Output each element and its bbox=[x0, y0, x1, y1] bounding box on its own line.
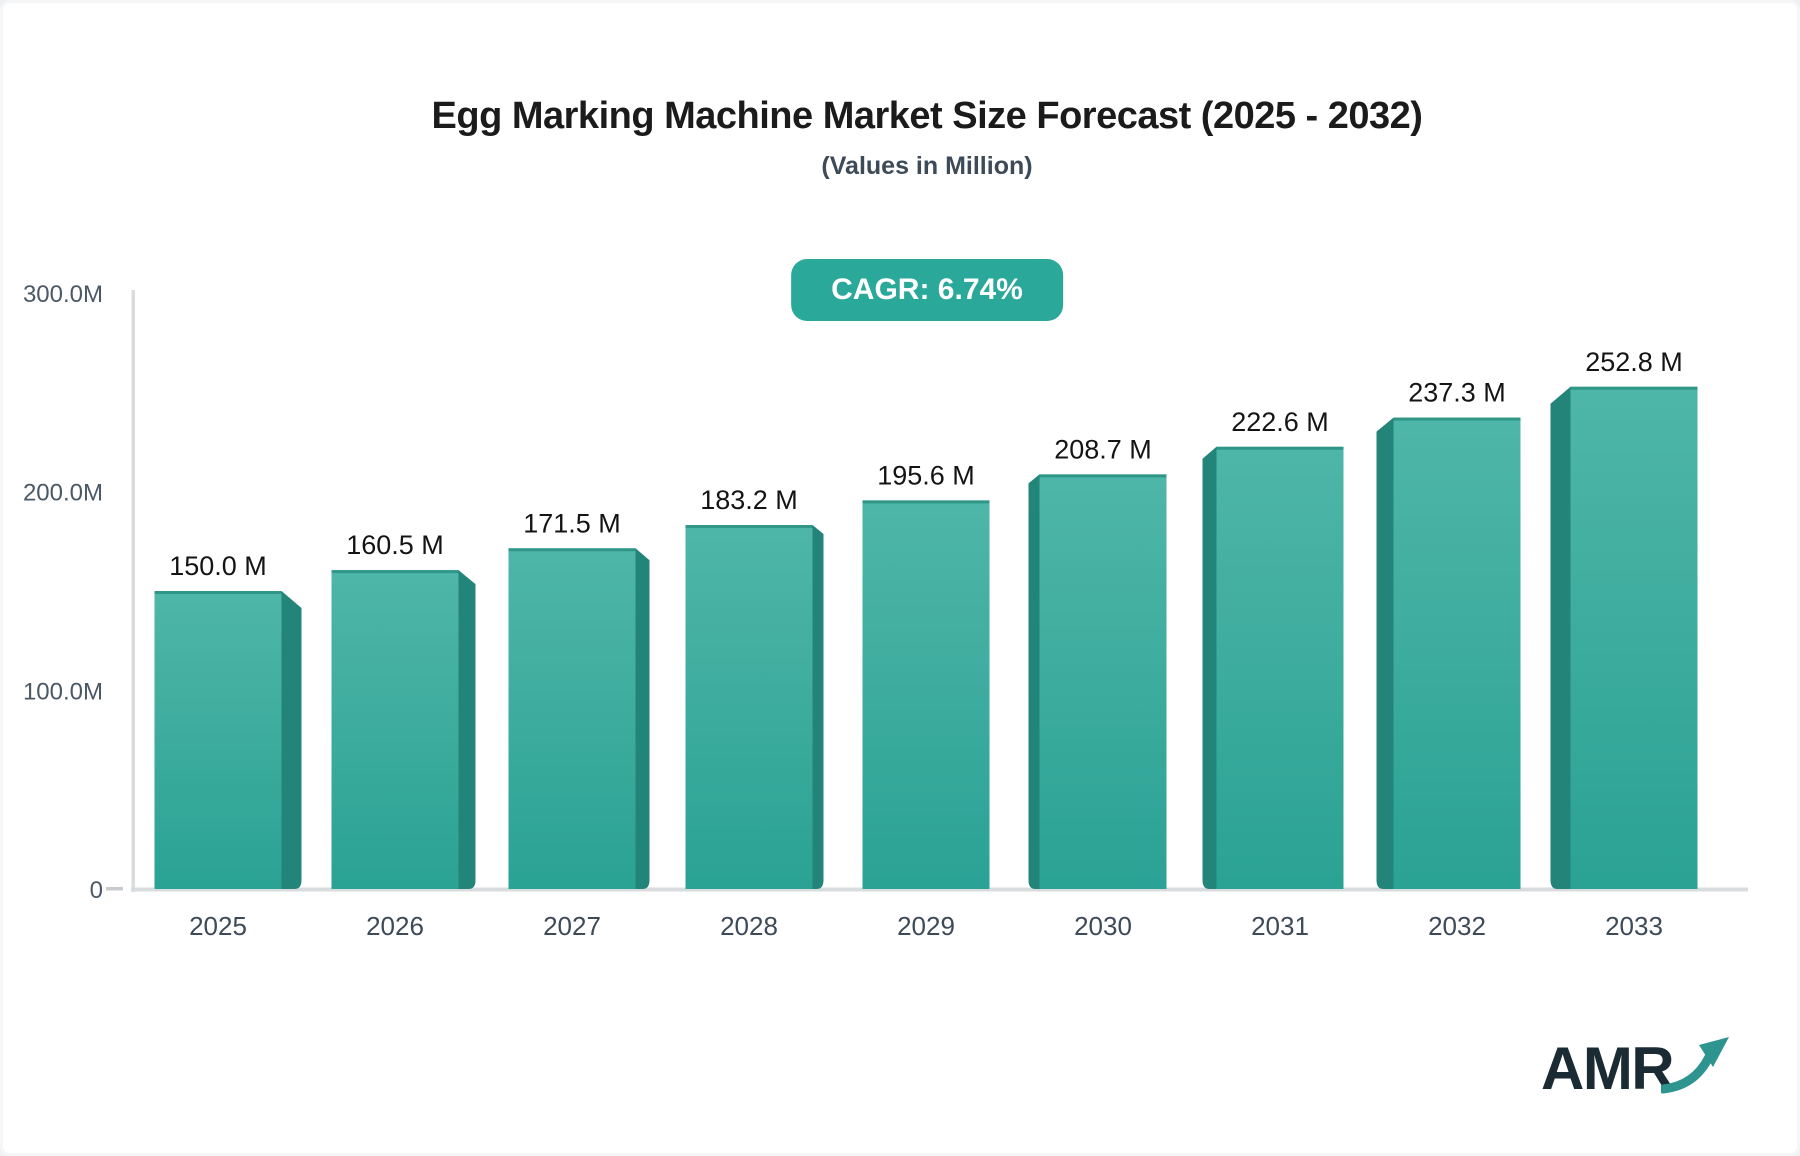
x-axis-label-2033: 2033 bbox=[1605, 911, 1663, 941]
bar-top-edge-2025 bbox=[154, 591, 282, 594]
bar-2032 bbox=[1393, 417, 1521, 889]
bar-value-label: 195.6 M bbox=[877, 460, 975, 490]
bar-2025 bbox=[154, 591, 282, 889]
bar-side-2026 bbox=[458, 570, 476, 889]
x-axis-label-2032: 2032 bbox=[1428, 911, 1486, 941]
bar-top-edge-2028 bbox=[685, 525, 813, 529]
x-axis-line bbox=[131, 887, 1748, 892]
bar-top-edge-2026 bbox=[331, 570, 459, 574]
bar-side-2033 bbox=[1550, 386, 1571, 889]
bar-value-label: 222.6 M bbox=[1231, 407, 1329, 437]
bar-top-edge-2027 bbox=[508, 548, 636, 552]
bar-top-edge-2032 bbox=[1393, 417, 1521, 421]
bar-2030 bbox=[1039, 474, 1167, 889]
bar-2031 bbox=[1216, 446, 1344, 889]
bar-top-edge-2030 bbox=[1039, 474, 1167, 478]
cagr-badge: CAGR: 6.74% bbox=[791, 259, 1063, 321]
cagr-badge-label: CAGR: 6.74% bbox=[831, 273, 1023, 306]
bar-value-label: 160.5 M bbox=[346, 530, 444, 560]
bar-side-2028 bbox=[812, 525, 824, 889]
y-axis-tick-label: 100.0M bbox=[23, 678, 103, 705]
bar-side-2027 bbox=[635, 548, 650, 889]
bar-value-label: 150.0 M bbox=[169, 551, 267, 581]
x-axis-label-2027: 2027 bbox=[543, 911, 601, 941]
growth-arrow-icon bbox=[1661, 1037, 1730, 1094]
bar-2033 bbox=[1570, 386, 1698, 889]
y-axis-tick-label: 200.0M bbox=[23, 480, 103, 507]
x-axis-label-2026: 2026 bbox=[366, 911, 424, 941]
bar-value-label: 252.8 M bbox=[1585, 347, 1683, 377]
bar-top-edge-2029 bbox=[862, 500, 990, 504]
bar-value-label: 183.2 M bbox=[700, 485, 798, 515]
x-axis-label-2029: 2029 bbox=[897, 911, 955, 941]
bar-value-label: 237.3 M bbox=[1408, 378, 1506, 408]
amr-logo: AMR bbox=[1541, 1035, 1731, 1099]
bar-2027 bbox=[508, 548, 636, 889]
x-axis-label-2028: 2028 bbox=[720, 911, 778, 941]
bar-side-2030 bbox=[1028, 474, 1040, 889]
bar-side-2032 bbox=[1376, 417, 1394, 889]
bar-side-2031 bbox=[1202, 446, 1217, 889]
y-axis-line bbox=[131, 290, 135, 892]
x-axis-label-2025: 2025 bbox=[189, 911, 247, 941]
bar-top-edge-2033 bbox=[1570, 386, 1698, 390]
zero-tick-dash bbox=[106, 887, 123, 891]
bar-chart-plot: 300.0M 200.0M 100.0M 0 150.0 M 2025 160.5 M 202… bbox=[23, 281, 1748, 941]
bar-2029 bbox=[862, 500, 990, 889]
x-axis-label-2031: 2031 bbox=[1251, 911, 1309, 941]
amr-logo-text: AMR bbox=[1541, 1035, 1675, 1102]
bar-2026 bbox=[331, 570, 459, 889]
bar-value-label: 171.5 M bbox=[523, 508, 621, 538]
bar-value-label: 208.7 M bbox=[1054, 434, 1152, 464]
bar-top-edge-2031 bbox=[1216, 446, 1344, 450]
y-axis-tick-label: 300.0M bbox=[23, 281, 103, 308]
y-axis-tick-label: 0 bbox=[90, 877, 103, 904]
bar-2028 bbox=[685, 525, 813, 889]
bar-side-2025 bbox=[281, 591, 302, 889]
x-axis-label-2030: 2030 bbox=[1074, 911, 1132, 941]
